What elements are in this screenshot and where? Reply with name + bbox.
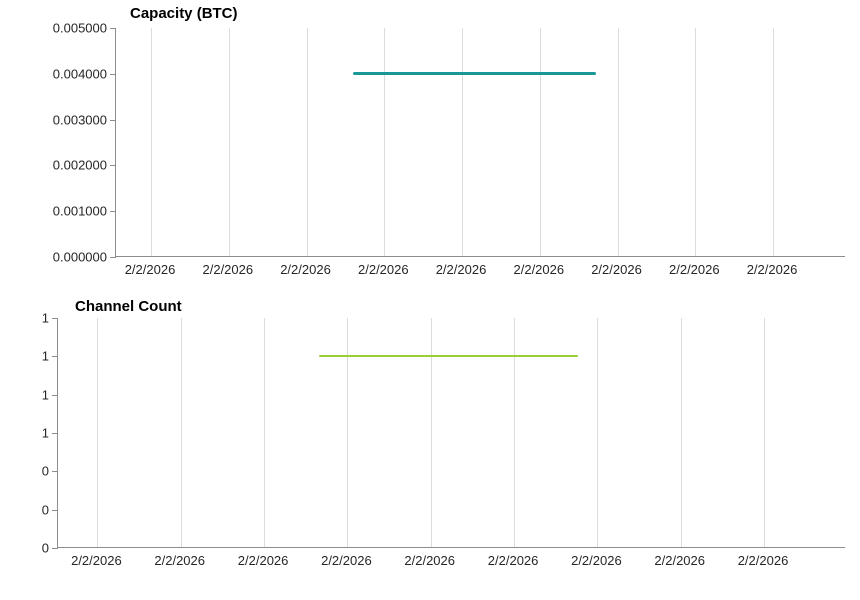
x-tick-label: 2/2/2026: [124, 262, 176, 277]
y-tick-label: 0: [41, 540, 49, 556]
vertical-gridline: [539, 28, 541, 256]
y-tick-label: 0.003000: [52, 112, 107, 128]
y-axis-tick: [110, 211, 116, 213]
x-tick-label: 2/2/2026: [591, 262, 642, 277]
x-tick-label: 2/2/2026: [654, 553, 705, 568]
vertical-gridline: [306, 28, 308, 256]
channel-count-plot-area: [52, 318, 845, 549]
y-axis-tick: [52, 433, 58, 434]
y-tick-label: 1: [41, 348, 49, 364]
y-tick-label: 0: [41, 502, 49, 518]
vertical-gridline: [617, 28, 619, 256]
y-tick-label: 1: [41, 387, 49, 403]
y-axis-tick: [52, 356, 58, 358]
x-tick-label: 2/2/2026: [237, 553, 289, 568]
y-axis-tick: [110, 257, 116, 258]
series-line: [318, 355, 579, 358]
vertical-gridline: [97, 318, 99, 547]
x-tick-label: 2/2/2026: [571, 553, 622, 568]
capacity-plot-area: [110, 28, 845, 258]
y-axis-tick: [110, 119, 116, 121]
y-axis-tick: [52, 318, 58, 319]
vertical-gridline: [462, 28, 463, 256]
vertical-gridline: [264, 318, 266, 547]
vertical-gridline: [228, 28, 230, 256]
x-tick-label: 2/2/2026: [321, 553, 372, 568]
channel-count-x-axis: 2/2/2026 2/2/2026 2/2/2026 2/2/2026 2/2/2026…: [57, 554, 845, 570]
capacity-y-axis: 0.005000 0.004000 0.003000 0.002000 0.001000…: [0, 22, 107, 264]
capacity-chart-title: Capacity (BTC): [130, 5, 238, 22]
vertical-gridline: [384, 28, 386, 256]
vertical-gridline: [680, 318, 682, 547]
vertical-gridline: [764, 318, 765, 547]
channel-count-y-axis: 1 1 1 1 0 0 0: [0, 312, 49, 555]
y-axis-tick: [52, 548, 58, 549]
y-tick-label: 1: [41, 425, 49, 441]
x-tick-label: 2/2/2026: [357, 262, 409, 277]
vertical-gridline: [347, 318, 349, 547]
x-tick-label: 2/2/2026: [435, 262, 487, 277]
series-line: [353, 72, 597, 76]
y-axis-tick: [110, 28, 116, 29]
x-tick-label: 2/2/2026: [746, 262, 798, 277]
x-tick-label: 2/2/2026: [71, 553, 122, 568]
x-tick-label: 2/2/2026: [668, 262, 720, 277]
y-tick-label: 0.001000: [52, 203, 107, 219]
vertical-gridline: [773, 28, 774, 256]
x-tick-label: 2/2/2026: [154, 553, 205, 568]
vertical-gridline: [514, 318, 516, 547]
y-axis-tick: [52, 509, 58, 511]
y-axis-tick: [52, 394, 58, 396]
y-axis-tick: [110, 73, 116, 75]
vertical-gridline: [695, 28, 697, 256]
y-axis-tick: [110, 165, 116, 167]
x-tick-label: 2/2/2026: [737, 553, 789, 568]
x-tick-label: 2/2/2026: [202, 262, 254, 277]
y-tick-label: 0.002000: [52, 157, 107, 173]
channel-count-chart-title: Channel Count: [75, 298, 182, 315]
vertical-gridline: [151, 28, 152, 256]
vertical-gridline: [430, 318, 432, 547]
y-tick-label: 1: [41, 310, 49, 326]
y-tick-label: 0.000000: [52, 249, 107, 265]
x-tick-label: 2/2/2026: [404, 553, 455, 568]
y-tick-label: 0.004000: [52, 66, 107, 82]
vertical-gridline: [597, 318, 599, 547]
y-tick-label: 0.005000: [52, 20, 107, 36]
x-tick-label: 2/2/2026: [280, 262, 331, 277]
x-tick-label: 2/2/2026: [513, 262, 565, 277]
x-tick-label: 2/2/2026: [487, 553, 539, 568]
y-axis-tick: [52, 471, 58, 473]
y-tick-label: 0: [41, 463, 49, 479]
capacity-x-axis: 2/2/2026 2/2/2026 2/2/2026 2/2/2026 2/2/2026…: [115, 263, 845, 279]
vertical-gridline: [180, 318, 182, 547]
